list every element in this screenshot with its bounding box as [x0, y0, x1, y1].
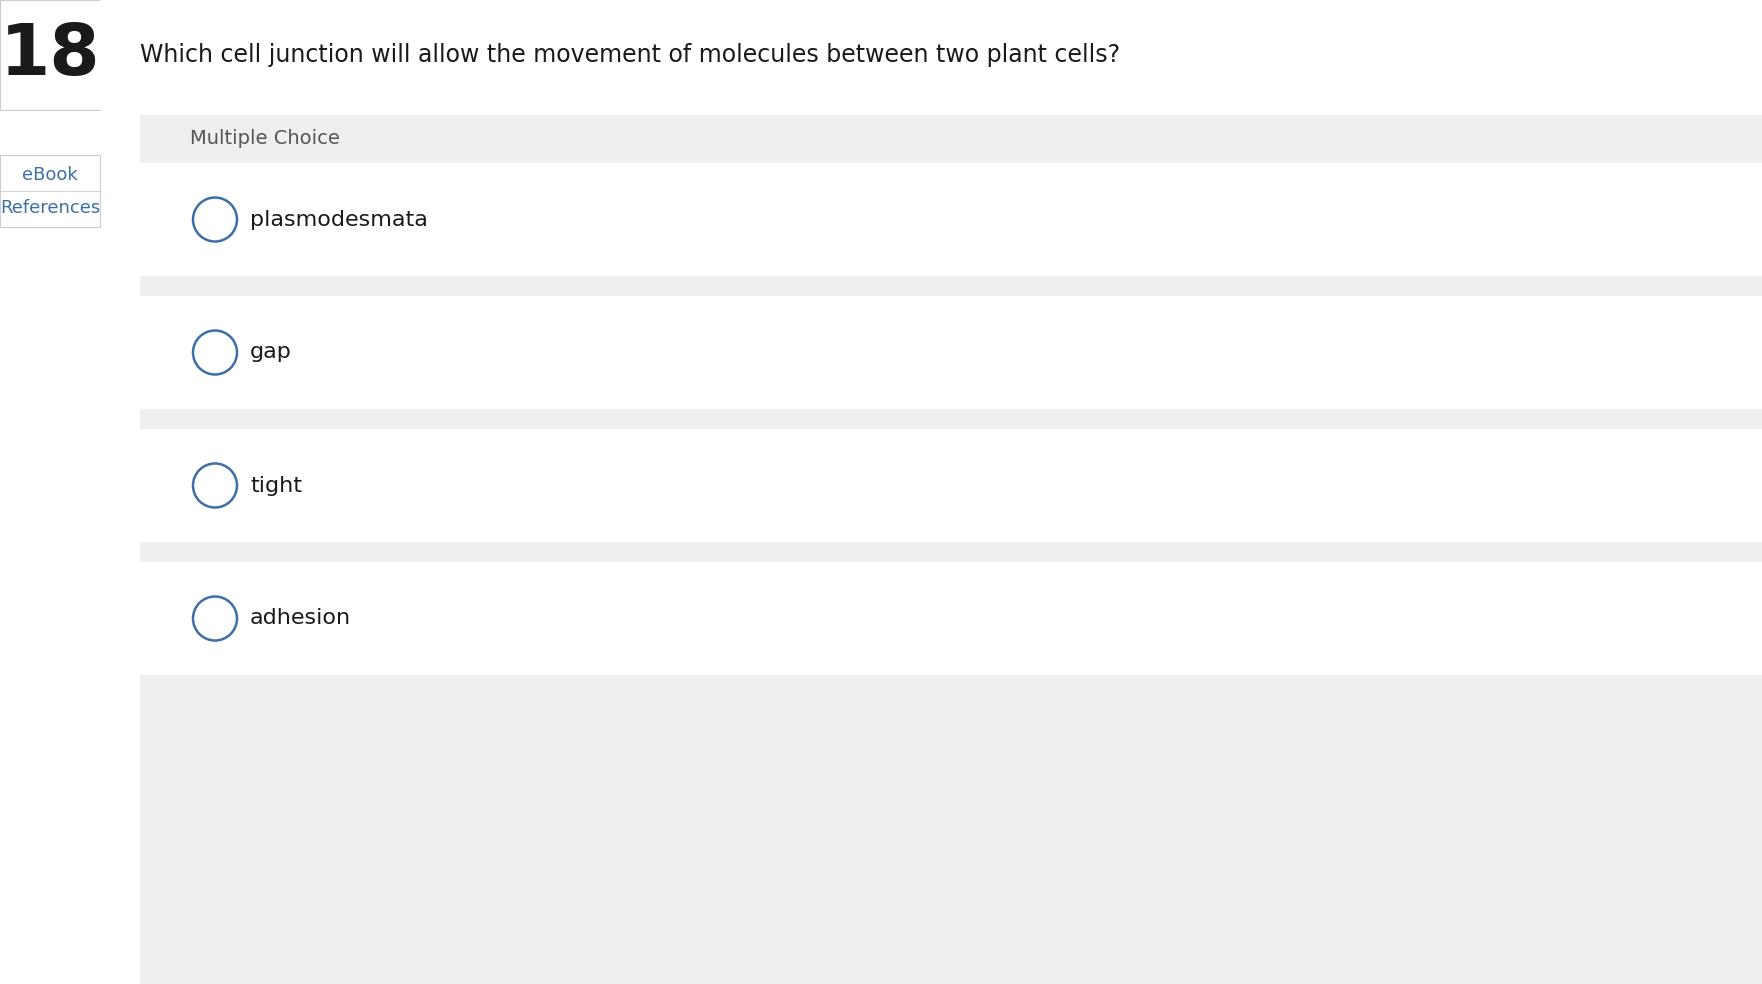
Circle shape — [194, 463, 238, 508]
FancyBboxPatch shape — [139, 542, 1762, 562]
Text: Multiple Choice: Multiple Choice — [190, 130, 340, 149]
Text: 18: 18 — [0, 21, 100, 90]
FancyBboxPatch shape — [139, 296, 1762, 409]
FancyBboxPatch shape — [139, 163, 1762, 276]
FancyBboxPatch shape — [0, 0, 100, 110]
FancyBboxPatch shape — [100, 0, 1762, 110]
Text: gap: gap — [250, 342, 292, 362]
FancyBboxPatch shape — [139, 409, 1762, 429]
FancyBboxPatch shape — [0, 155, 100, 227]
FancyBboxPatch shape — [139, 115, 1762, 984]
Circle shape — [194, 198, 238, 241]
FancyBboxPatch shape — [139, 562, 1762, 675]
Text: plasmodesmata: plasmodesmata — [250, 210, 428, 229]
Circle shape — [194, 596, 238, 641]
FancyBboxPatch shape — [139, 429, 1762, 542]
Text: tight: tight — [250, 475, 301, 496]
Text: eBook: eBook — [23, 166, 78, 184]
FancyBboxPatch shape — [139, 115, 1762, 163]
Text: Which cell junction will allow the movement of molecules between two plant cells: Which cell junction will allow the movem… — [139, 43, 1121, 67]
FancyBboxPatch shape — [139, 276, 1762, 296]
Text: References: References — [0, 199, 100, 216]
Text: adhesion: adhesion — [250, 608, 351, 629]
Circle shape — [194, 331, 238, 375]
